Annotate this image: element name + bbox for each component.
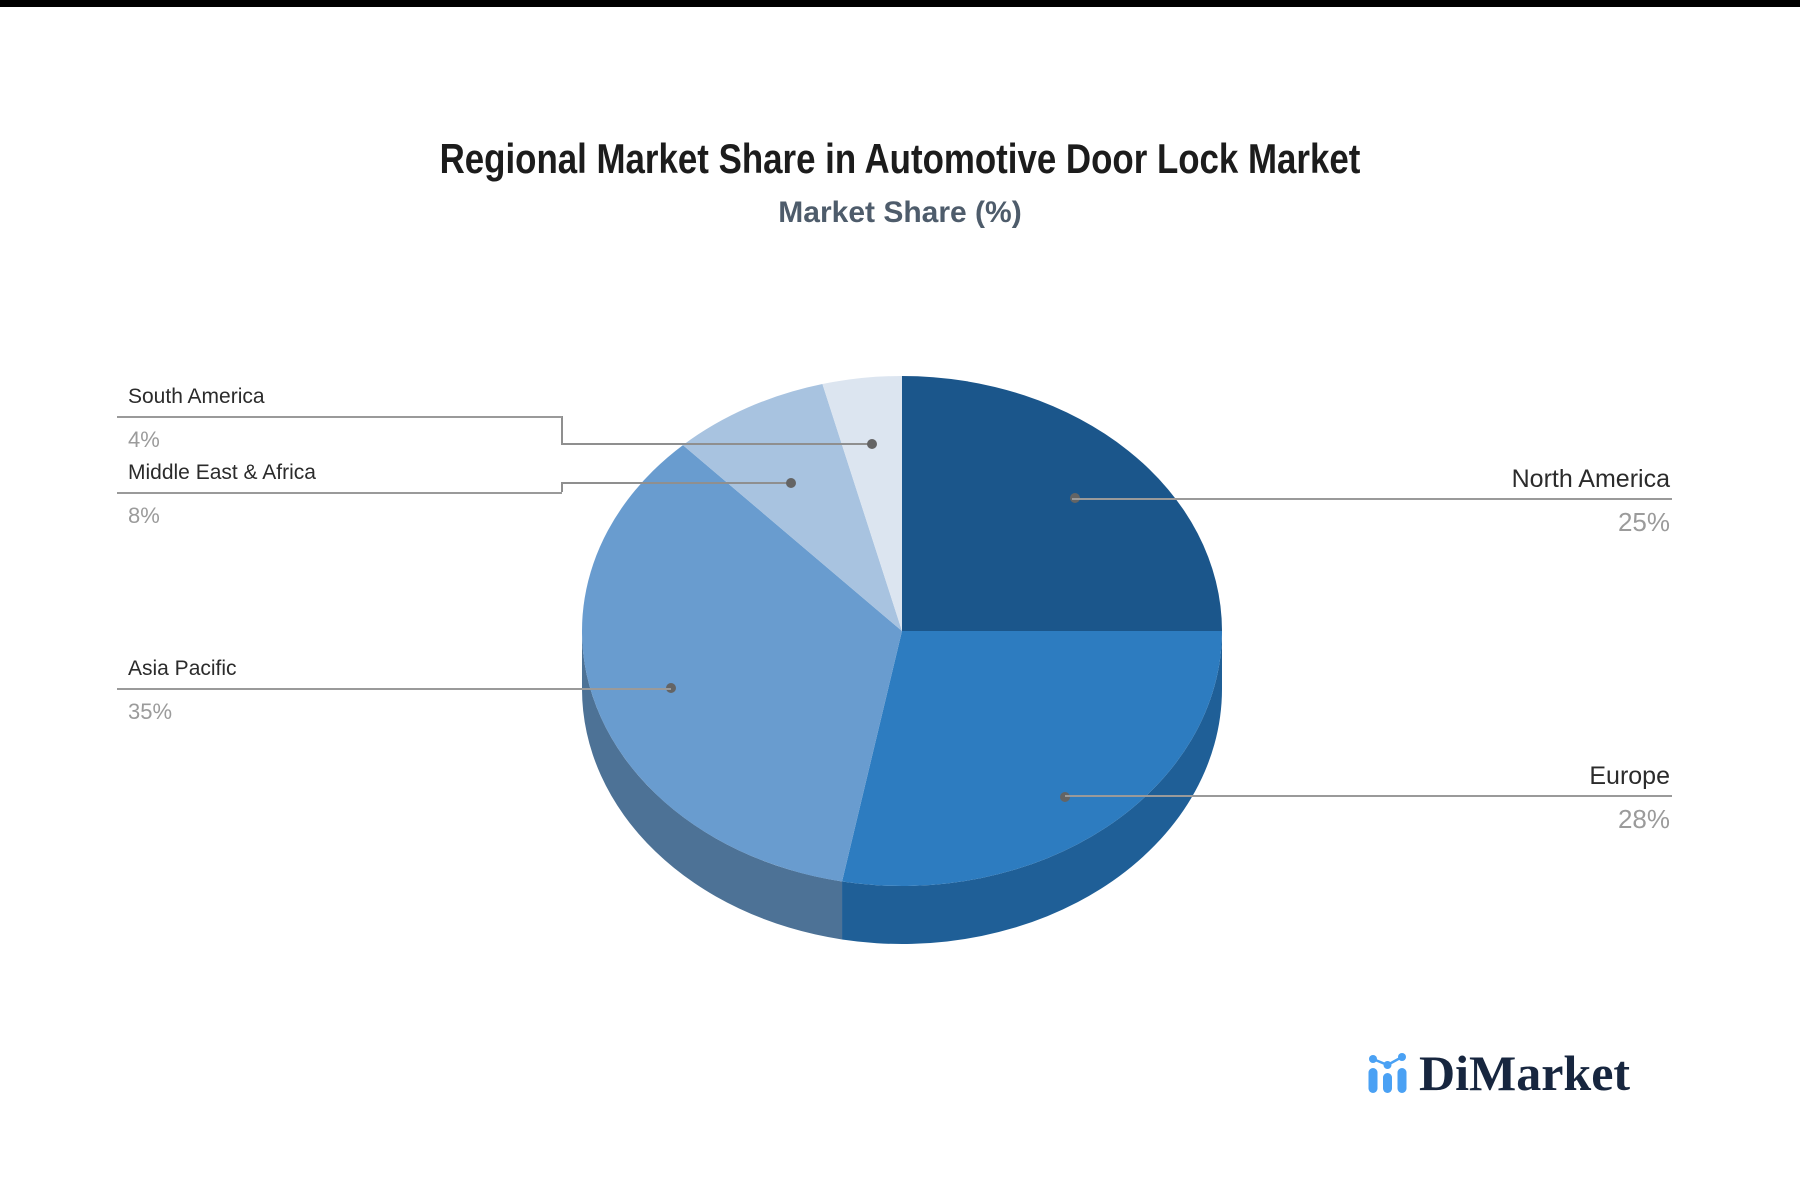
logo-bar	[1383, 1073, 1392, 1093]
pie-slice-side-europe	[842, 631, 1222, 945]
leader-dot-south-america	[867, 439, 877, 449]
slice-label-name: Asia Pacific	[117, 656, 671, 690]
pie-slice-europe	[842, 631, 1222, 887]
slice-label-value: 25%	[1617, 507, 1670, 537]
slice-label-value: 35%	[128, 699, 173, 724]
brand-logo: DiMarket	[1366, 1048, 1630, 1098]
slice-label-asia-pacific: Asia Pacific 35%	[117, 656, 671, 724]
pie-slice-side-asia-pacific	[582, 631, 843, 940]
leader-dot-europe	[1060, 792, 1070, 802]
slice-label-name: Europe	[1065, 761, 1672, 797]
slice-label-value: 4%	[128, 427, 160, 452]
slice-label-name: South America	[117, 384, 562, 418]
window-top-edge	[0, 0, 1800, 7]
pie-slice-middle-east-africa	[682, 384, 902, 631]
pie-slice-asia-pacific	[581, 445, 902, 882]
chart-title: Regional Market Share in Automotive Door…	[439, 135, 1361, 182]
pie-slice-north-america	[902, 376, 1222, 631]
logo-dot	[1383, 1061, 1392, 1069]
slice-label-name: North America	[1072, 464, 1672, 500]
slice-label-value: 28%	[1617, 804, 1670, 834]
slice-label-europe: Europe 28%	[1065, 761, 1672, 833]
bar-chart-logo-icon	[1368, 1053, 1407, 1093]
logo-dot	[1398, 1053, 1406, 1061]
chart-subtitle: Market Share (%)	[778, 196, 1022, 229]
leader-dot-asia-pacific	[666, 683, 676, 693]
logo-bar	[1397, 1068, 1407, 1093]
brand-name: DiMarket	[1419, 1045, 1631, 1101]
slice-label-value: 8%	[128, 503, 160, 528]
logo-bar	[1368, 1068, 1378, 1093]
logo-dot	[1369, 1055, 1377, 1063]
leader-line-middle-east-africa	[561, 482, 791, 492]
slice-label-south-america: South America 4%	[117, 384, 562, 452]
pie-slice-south-america	[822, 376, 902, 631]
leader-dot-middle-east-africa	[786, 478, 796, 488]
slice-label-middle-east-africa: Middle East & Africa 8%	[117, 460, 562, 528]
slice-label-name: Middle East & Africa	[117, 460, 562, 494]
leader-line-south-america	[561, 416, 872, 445]
slice-label-north-america: North America 25%	[1072, 464, 1672, 536]
